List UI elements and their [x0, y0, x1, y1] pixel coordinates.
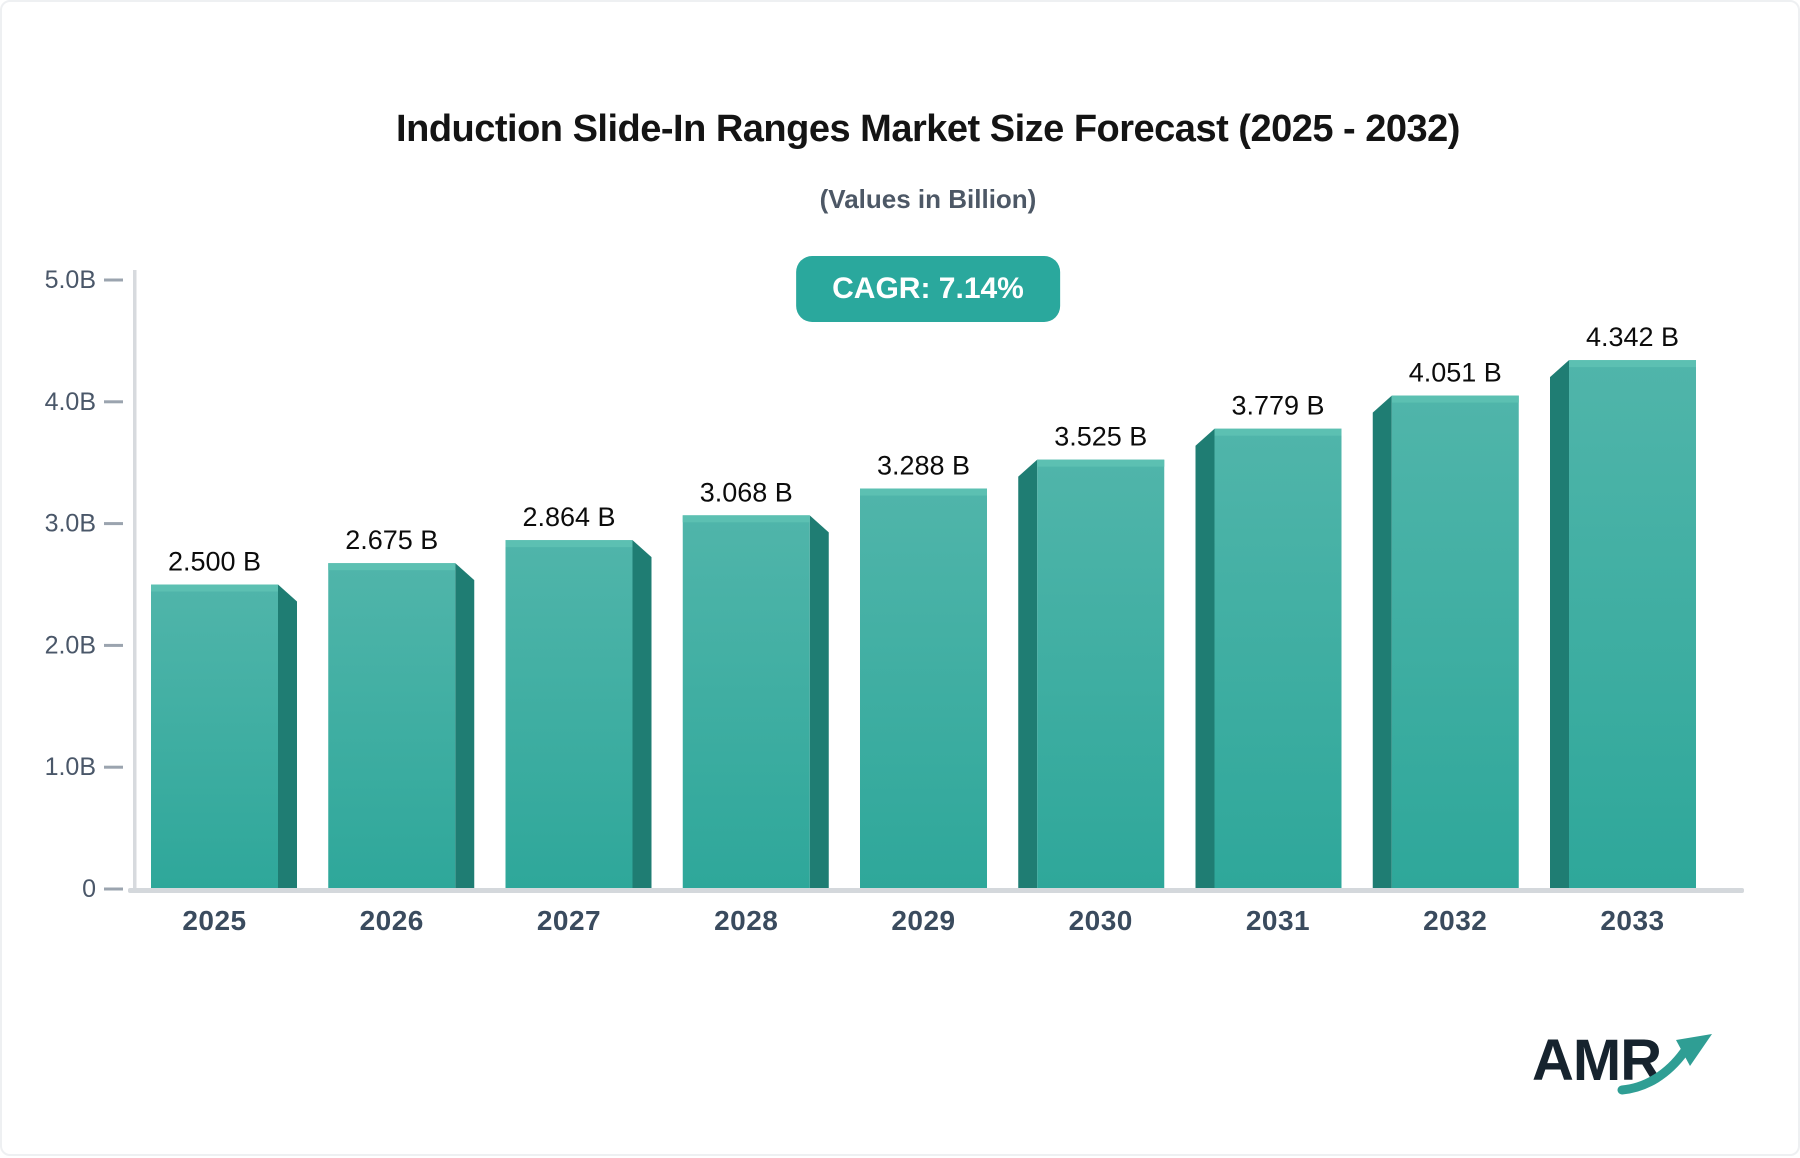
- x-axis-label: 2025: [182, 905, 246, 936]
- bar-group-2025: [151, 584, 297, 891]
- cagr-badge-label: CAGR: 7.14%: [832, 272, 1024, 305]
- bar-group-2029: [860, 488, 987, 891]
- bar-top-edge: [1391, 395, 1519, 403]
- bar-group-2031: [1195, 428, 1342, 891]
- bar-side-face: [1550, 360, 1569, 891]
- x-axis-label: 2030: [1069, 905, 1133, 936]
- bar-value-label: 2.864 B: [522, 502, 615, 532]
- bar-2030: [1037, 459, 1165, 891]
- y-tick: [104, 887, 123, 891]
- bar-2025: [151, 584, 278, 891]
- bar-top-edge: [1037, 459, 1165, 467]
- bar-top-edge: [1569, 360, 1696, 368]
- y-tick-label: 2.0B: [45, 631, 96, 659]
- bar-2027: [505, 540, 633, 891]
- chart-subtitle: (Values in Billion): [819, 184, 1037, 214]
- bar-group-2027: [505, 540, 652, 891]
- y-tick-label: 4.0B: [45, 388, 96, 416]
- bar-top-edge: [328, 563, 456, 571]
- x-axis-label: 2031: [1246, 905, 1310, 936]
- y-tick: [104, 400, 123, 404]
- y-tick-label: 1.0B: [45, 753, 96, 781]
- bar-2028: [682, 515, 810, 891]
- bar-value-label: 4.342 B: [1586, 322, 1679, 352]
- y-tick: [104, 765, 123, 769]
- y-tick-label: 5.0B: [45, 266, 96, 294]
- x-axis-label: 2027: [537, 905, 601, 936]
- bar-top-edge: [1214, 428, 1342, 436]
- bar-side-face: [1372, 395, 1392, 891]
- x-axis-label: 2026: [360, 905, 424, 936]
- bar-value-label: 3.525 B: [1054, 422, 1147, 452]
- y-tick-label: 0: [82, 875, 96, 903]
- bar-group-2026: [328, 563, 475, 891]
- y-tick: [104, 278, 123, 282]
- x-baseline: [128, 888, 1744, 893]
- bar-2029: [860, 488, 987, 891]
- amr-logo-arrow-icon: [1617, 1034, 1712, 1095]
- bar-group-2033: [1550, 360, 1696, 891]
- bar-value-label: 2.675 B: [345, 525, 438, 555]
- y-axis-line: [133, 270, 137, 892]
- bar-value-label: 3.288 B: [877, 451, 970, 481]
- bar-side-face: [278, 584, 297, 891]
- bar-group-2028: [682, 515, 829, 891]
- y-tick: [104, 643, 123, 647]
- bar-top-edge: [860, 488, 987, 496]
- x-axis-label: 2028: [714, 905, 778, 936]
- bar-side-face: [809, 515, 829, 891]
- bar-top-edge: [151, 584, 278, 592]
- cagr-badge: CAGR: 7.14%: [796, 256, 1060, 322]
- bar-side-face: [455, 563, 475, 891]
- bar-value-label: 3.779 B: [1231, 391, 1324, 421]
- bar-2031: [1214, 428, 1342, 891]
- amr-logo-text: AMR: [1532, 1028, 1662, 1093]
- bar-2032: [1391, 395, 1519, 891]
- x-axis-label: 2032: [1423, 905, 1487, 936]
- bar-side-face: [1195, 428, 1215, 891]
- amr-logo: AMR: [1532, 1032, 1732, 1112]
- bar-group-2032: [1372, 395, 1519, 891]
- bar-value-label: 3.068 B: [700, 477, 793, 507]
- bar-group-2030: [1018, 459, 1165, 891]
- y-tick-label: 3.0B: [45, 510, 96, 538]
- bar-top-edge: [505, 540, 633, 548]
- bar-top-edge: [682, 515, 810, 523]
- x-axis-label: 2033: [1600, 905, 1664, 936]
- bar-2033: [1569, 360, 1696, 891]
- bar-side-face: [1018, 459, 1038, 891]
- x-axis-label: 2029: [891, 905, 955, 936]
- bar-value-label: 4.051 B: [1409, 358, 1502, 388]
- bar-2026: [328, 563, 456, 891]
- bar-side-face: [632, 540, 652, 891]
- bar-value-label: 2.500 B: [168, 547, 261, 577]
- chart-title: Induction Slide-In Ranges Market Size Fo…: [396, 108, 1460, 150]
- y-tick: [104, 522, 123, 526]
